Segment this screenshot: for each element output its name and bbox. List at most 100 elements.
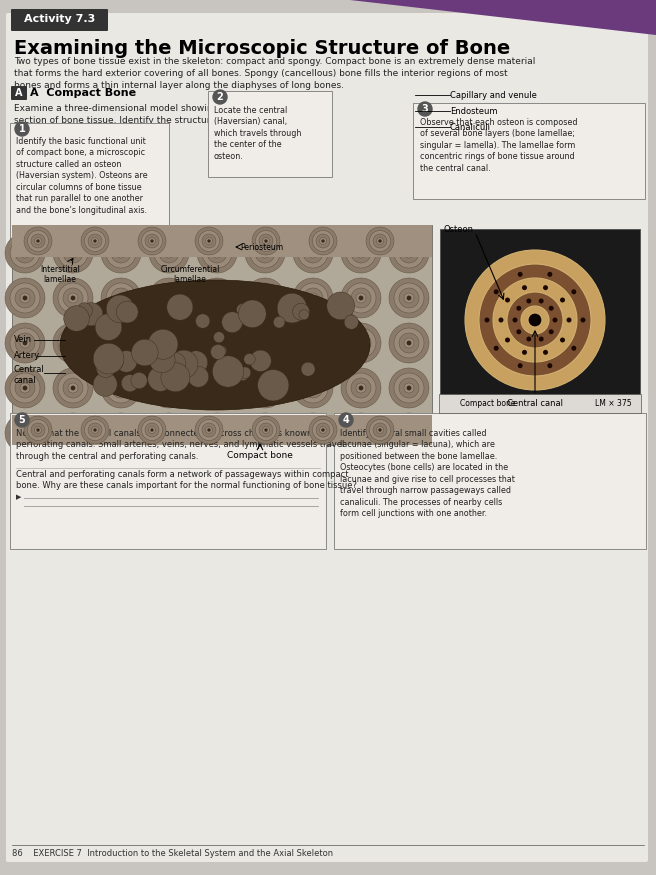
Circle shape (399, 243, 419, 263)
Circle shape (31, 234, 45, 248)
Circle shape (255, 288, 275, 308)
Circle shape (571, 290, 577, 294)
Circle shape (404, 338, 414, 348)
Circle shape (28, 230, 49, 251)
Circle shape (63, 423, 83, 443)
Circle shape (262, 296, 268, 300)
Circle shape (145, 423, 159, 437)
Circle shape (24, 416, 52, 444)
Circle shape (528, 313, 542, 327)
Circle shape (522, 285, 527, 290)
Ellipse shape (60, 280, 370, 410)
Circle shape (10, 418, 40, 448)
Circle shape (81, 227, 109, 255)
Circle shape (131, 373, 147, 388)
Circle shape (522, 350, 527, 355)
Circle shape (319, 237, 327, 244)
FancyBboxPatch shape (6, 13, 648, 862)
Circle shape (505, 338, 510, 342)
Circle shape (5, 368, 45, 408)
Circle shape (148, 329, 178, 360)
Circle shape (245, 278, 285, 318)
Circle shape (148, 367, 173, 391)
Circle shape (252, 227, 280, 255)
FancyBboxPatch shape (11, 86, 27, 100)
Circle shape (274, 317, 285, 328)
Circle shape (22, 430, 28, 436)
Circle shape (250, 418, 280, 448)
Circle shape (543, 285, 548, 290)
Circle shape (407, 296, 411, 300)
Circle shape (341, 368, 381, 408)
Circle shape (394, 418, 424, 448)
Circle shape (106, 418, 136, 448)
Circle shape (20, 338, 30, 348)
Circle shape (211, 345, 226, 360)
Circle shape (394, 373, 424, 403)
Circle shape (293, 278, 333, 318)
Circle shape (356, 248, 366, 258)
Circle shape (215, 386, 219, 390)
Circle shape (389, 323, 429, 363)
Circle shape (394, 283, 424, 313)
Circle shape (215, 250, 219, 255)
Circle shape (58, 373, 88, 403)
Circle shape (207, 423, 227, 443)
Circle shape (96, 358, 115, 377)
Circle shape (197, 413, 237, 453)
Circle shape (252, 416, 280, 444)
Text: Central canal: Central canal (507, 399, 563, 408)
Text: 3: 3 (422, 104, 428, 114)
Circle shape (138, 227, 166, 255)
Circle shape (346, 418, 376, 448)
Circle shape (255, 230, 276, 251)
Circle shape (106, 295, 134, 323)
Circle shape (359, 250, 363, 255)
Circle shape (68, 293, 78, 303)
Circle shape (93, 343, 124, 374)
Circle shape (303, 378, 323, 398)
Circle shape (77, 303, 92, 318)
Circle shape (202, 423, 216, 437)
Circle shape (20, 428, 30, 438)
Circle shape (119, 250, 123, 255)
Circle shape (359, 340, 363, 346)
Circle shape (10, 328, 40, 358)
Circle shape (68, 248, 78, 258)
Circle shape (138, 416, 166, 444)
Circle shape (161, 363, 190, 392)
Circle shape (293, 323, 333, 363)
Circle shape (142, 419, 163, 440)
Circle shape (264, 429, 268, 431)
Circle shape (366, 227, 394, 255)
Circle shape (259, 234, 273, 248)
Circle shape (310, 340, 316, 346)
Circle shape (167, 250, 171, 255)
Circle shape (389, 413, 429, 453)
Circle shape (277, 293, 307, 323)
Circle shape (245, 233, 285, 273)
Circle shape (15, 243, 35, 263)
Circle shape (10, 238, 40, 268)
Circle shape (479, 264, 591, 376)
FancyBboxPatch shape (334, 413, 646, 549)
FancyBboxPatch shape (10, 123, 169, 239)
Circle shape (93, 429, 96, 431)
Circle shape (111, 333, 131, 353)
Circle shape (154, 238, 184, 268)
Text: Examine a three-dimensional model showing a microscopic
section of bone tissue. : Examine a three-dimensional model showin… (14, 104, 298, 136)
Circle shape (407, 250, 411, 255)
Circle shape (373, 423, 387, 437)
Circle shape (116, 301, 138, 323)
Circle shape (58, 328, 88, 358)
Circle shape (197, 233, 237, 273)
Circle shape (5, 413, 45, 453)
Text: Central
canal: Central canal (14, 365, 45, 385)
Circle shape (245, 368, 285, 408)
Circle shape (111, 243, 131, 263)
Circle shape (121, 374, 138, 392)
Circle shape (351, 378, 371, 398)
Circle shape (149, 368, 189, 408)
Circle shape (63, 378, 83, 398)
Text: 5: 5 (18, 415, 26, 425)
